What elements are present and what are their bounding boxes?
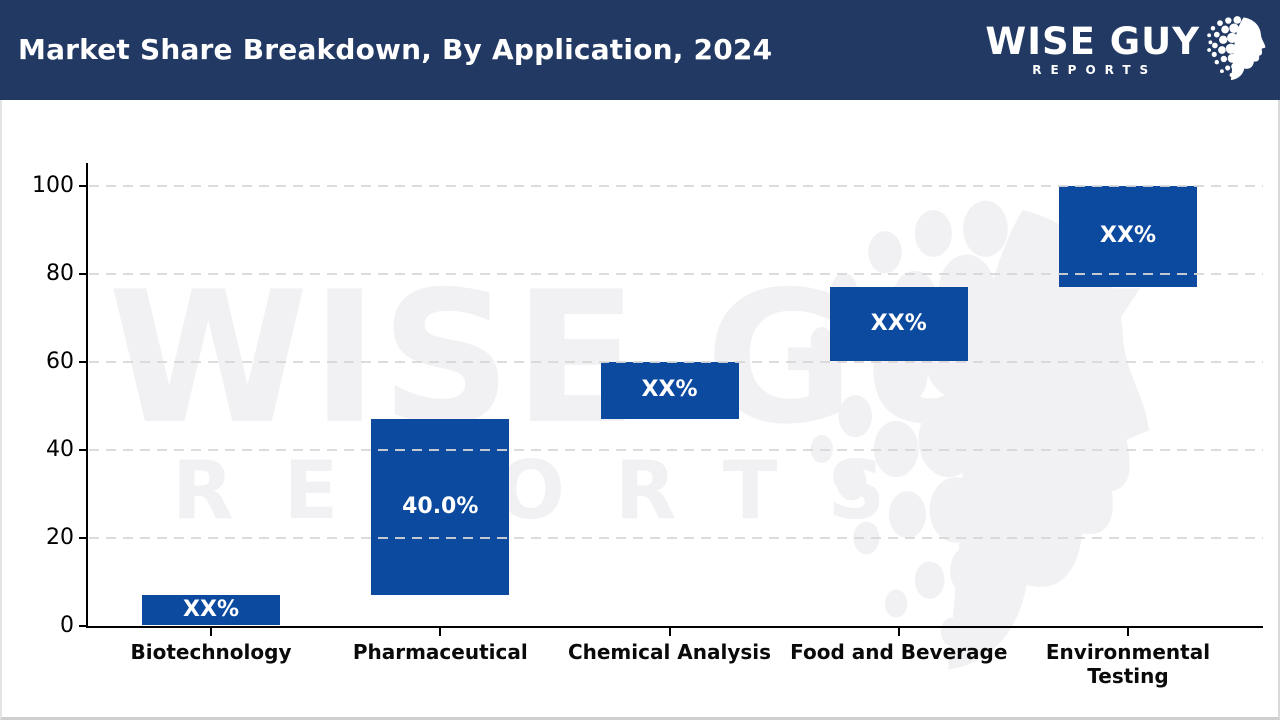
y-axis-tick-label: 100 [32,172,74,198]
gridline-80 [89,272,1263,275]
y-axis-tick-label: 20 [46,524,74,550]
waterfall-bar-3 [600,361,739,419]
y-axis-tick-label: 40 [46,436,74,462]
y-axis-line [86,163,88,628]
watermark-subtext: REPORTS [172,444,936,537]
waterfall-bar-4 [829,286,968,362]
logo-text: WISE GUY REPORTS [985,19,1200,78]
gridline-60 [89,360,1263,363]
y-axis-tick-label: 60 [46,348,74,374]
y-tick-mark [79,272,87,275]
x-axis-category-label: Biotechnology [130,640,292,664]
bar-value-label: XX% [1100,223,1156,249]
gridline-100 [89,184,1263,187]
x-tick-mark [897,628,900,636]
y-tick-mark [79,184,87,187]
x-axis-line [86,625,1263,628]
y-tick-mark [79,448,87,451]
gridline-40 [89,448,1263,451]
wiseguy-face-icon [1204,10,1268,90]
y-tick-mark [79,536,87,539]
header: Market Share Breakdown, By Application, … [0,0,1280,100]
bar-value-label: XX% [870,311,927,337]
waterfall-bar-5 [1059,185,1197,287]
x-axis-category-label: Environmental Testing [1045,640,1211,688]
bar-value-label: 40.0% [402,493,479,519]
waterfall-bar-2 [371,418,510,595]
waterfall-bar-1 [142,594,280,626]
x-axis-category-label: Chemical Analysis [567,640,772,664]
y-axis-tick-label: 0 [60,612,74,638]
bar-value-label: XX% [183,597,239,623]
waterfall-chart: WISE GUY REPORTS XX% Biotechnology 40.0% Ph… [0,100,1280,720]
x-axis-category-label: Food and Beverage [790,640,1008,664]
gridline-20 [89,536,1263,539]
y-tick-mark [79,360,87,363]
logo-wordmark: WISE GUY [985,19,1200,63]
x-tick-mark [210,628,212,636]
x-tick-mark [439,628,442,636]
x-tick-mark [1127,628,1129,636]
logo-subtext: REPORTS [1032,63,1158,78]
y-axis-tick-label: 80 [46,260,74,286]
page-title: Market Share Breakdown, By Application, … [18,33,773,66]
y-tick-mark [79,624,87,627]
bar-value-label: XX% [641,377,698,403]
wiseguy-logo: WISE GUY REPORTS [985,9,1268,91]
x-axis-category-label: Pharmaceutical [352,640,528,664]
x-tick-mark [668,628,671,636]
